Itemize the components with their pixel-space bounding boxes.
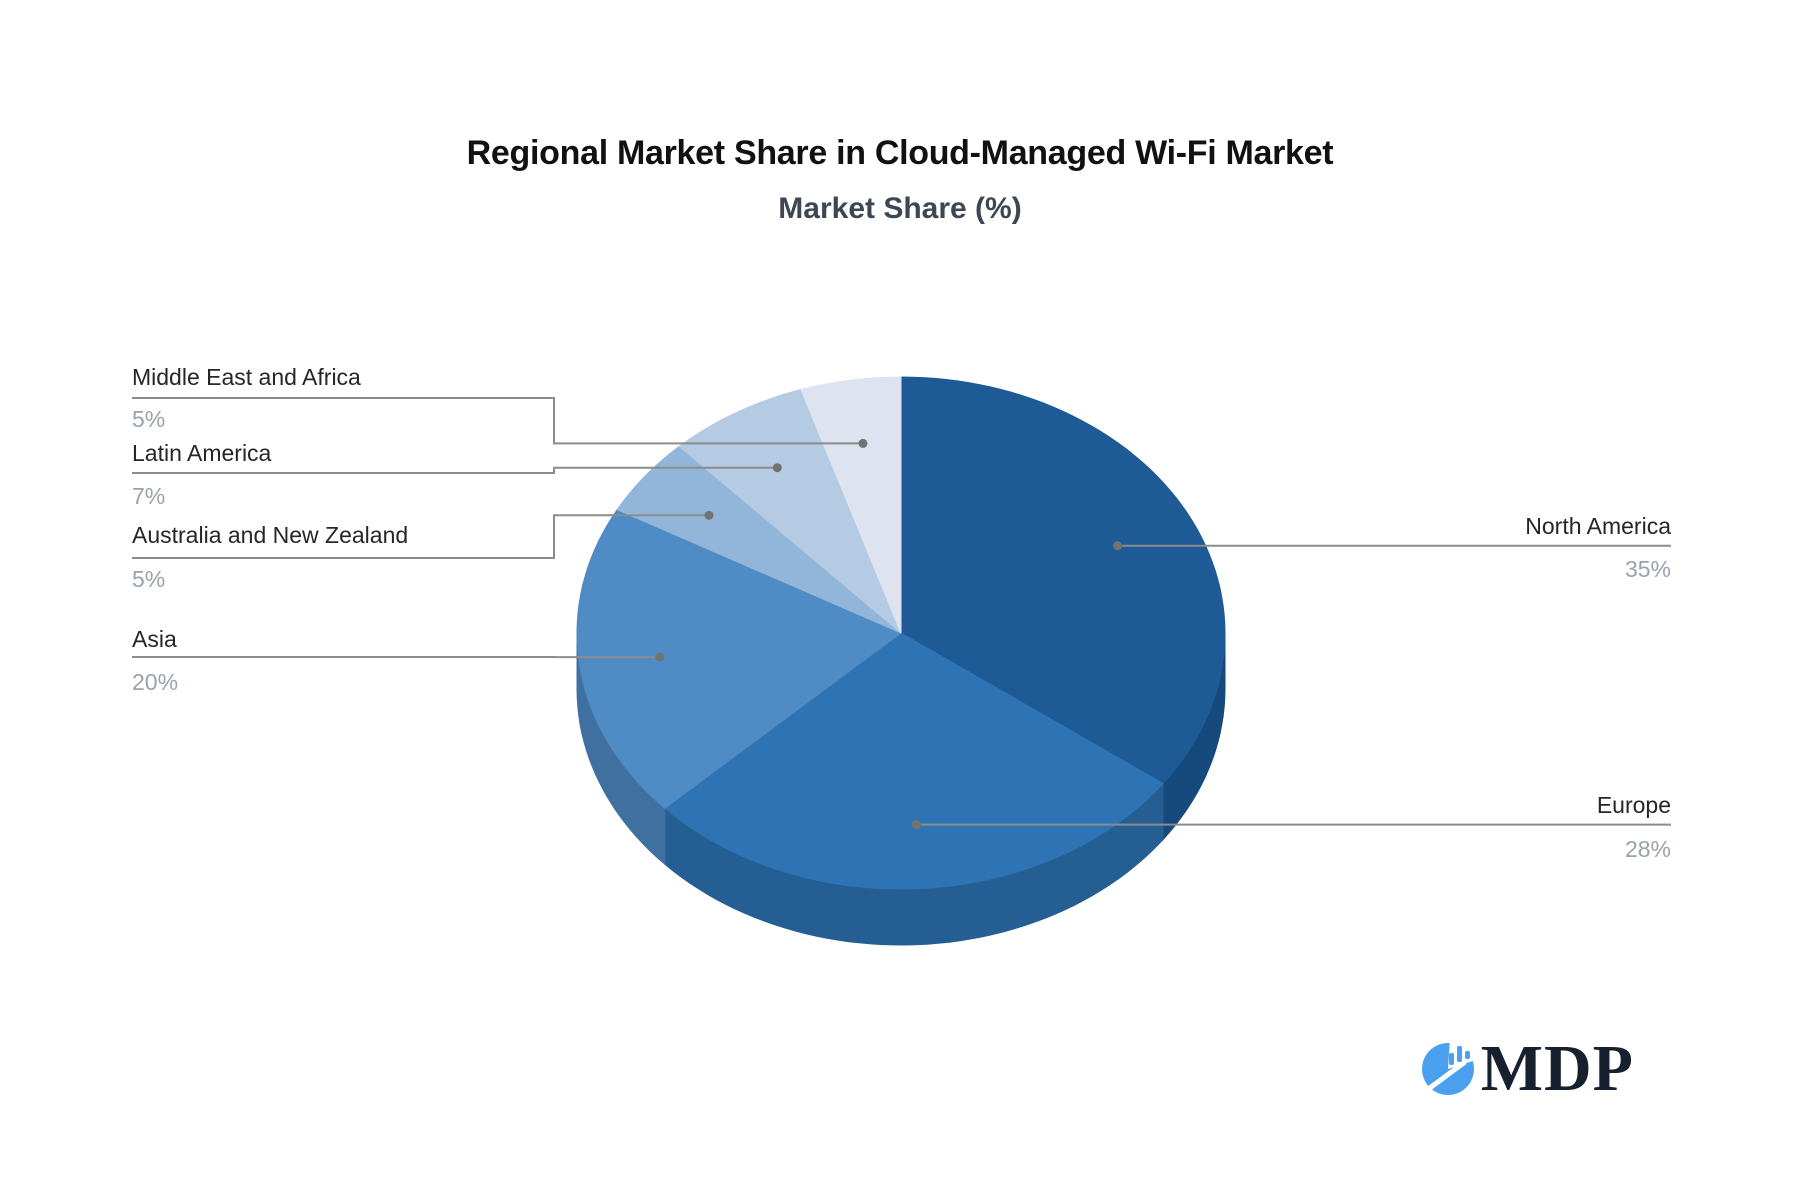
pie-slice-australia-and-new-zealand[interactable]: [616, 445, 902, 634]
slice-label-asia: Asia: [132, 626, 177, 652]
pie-bars-logo-icon: [1421, 1043, 1474, 1095]
chart-title: Regional Market Share in Cloud-Managed W…: [466, 134, 1334, 172]
callout-dot: [911, 820, 921, 830]
slice-value-middle-east-africa: 5%: [132, 406, 166, 432]
pie-slice-middle-east-and-africa[interactable]: [800, 376, 902, 634]
slice-label-australia-new-zealand: Australia and New Zealand: [132, 522, 409, 548]
slice-label-middle-east-africa: Middle East and Africa: [132, 364, 361, 390]
pie-slice-latin-america[interactable]: [678, 388, 902, 634]
callout-line: [132, 397, 863, 445]
mdp-logo: MDP: [1421, 1032, 1634, 1105]
mdp-logo-text: MDP: [1480, 1032, 1634, 1105]
slice-label-latin-america: Latin America: [132, 440, 272, 466]
slice-value-australia-new-zealand: 5%: [132, 566, 166, 592]
pie-slice-asia[interactable]: [576, 509, 902, 809]
chart-subtitle: Market Share (%): [778, 192, 1022, 225]
slice-value-latin-america: 7%: [132, 483, 166, 509]
callout-dot: [858, 438, 868, 448]
callout-dot: [655, 652, 665, 662]
pie-slice-north-america[interactable]: [900, 376, 1226, 785]
slice-value-north-america: 35%: [1624, 556, 1671, 582]
slice-label-europe: Europe: [1596, 792, 1671, 818]
callout-dot: [1113, 541, 1122, 551]
callout-line: [132, 514, 709, 559]
slice-value-asia: 20%: [132, 669, 179, 695]
callout-dot: [772, 463, 782, 473]
callout-dot: [704, 510, 714, 520]
slice-value-europe: 28%: [1624, 836, 1671, 862]
callout-line: [132, 466, 778, 474]
slice-label-north-america: North America: [1525, 513, 1671, 539]
